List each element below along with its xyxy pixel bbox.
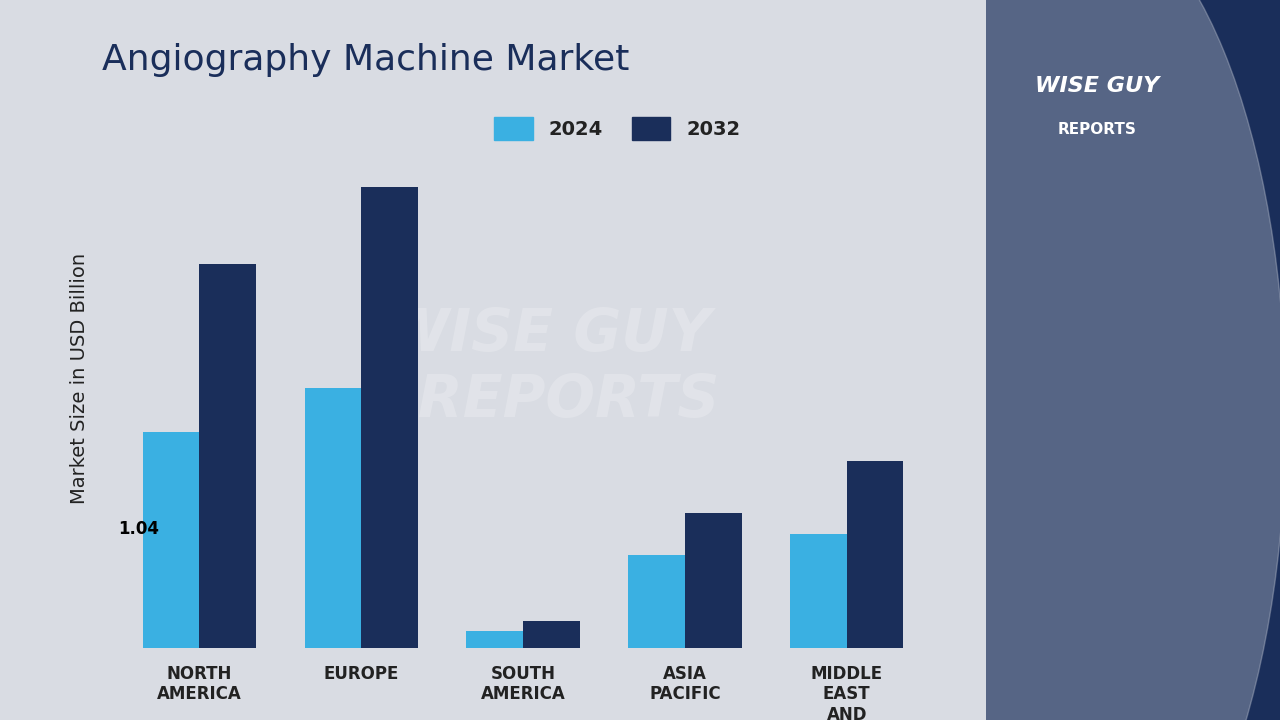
Bar <box>143 432 200 648</box>
Legend: 2024, 2032: 2024, 2032 <box>484 107 750 150</box>
Bar <box>361 187 419 648</box>
Bar <box>200 264 256 648</box>
Y-axis label: Market Size in USD Billion: Market Size in USD Billion <box>69 253 88 503</box>
Circle shape <box>861 0 1280 720</box>
Text: WISE GUY: WISE GUY <box>1036 76 1160 96</box>
Bar <box>790 534 847 648</box>
Text: Angiography Machine Market: Angiography Machine Market <box>102 43 630 77</box>
Text: REPORTS: REPORTS <box>1059 122 1137 137</box>
Bar <box>524 621 580 648</box>
Text: 1.04: 1.04 <box>118 520 159 539</box>
Bar <box>305 388 361 648</box>
Bar <box>466 631 524 648</box>
Bar <box>685 513 741 648</box>
Text: WISE GUY
  REPORTS: WISE GUY REPORTS <box>378 306 719 428</box>
Bar <box>847 461 904 648</box>
Bar <box>628 554 685 648</box>
